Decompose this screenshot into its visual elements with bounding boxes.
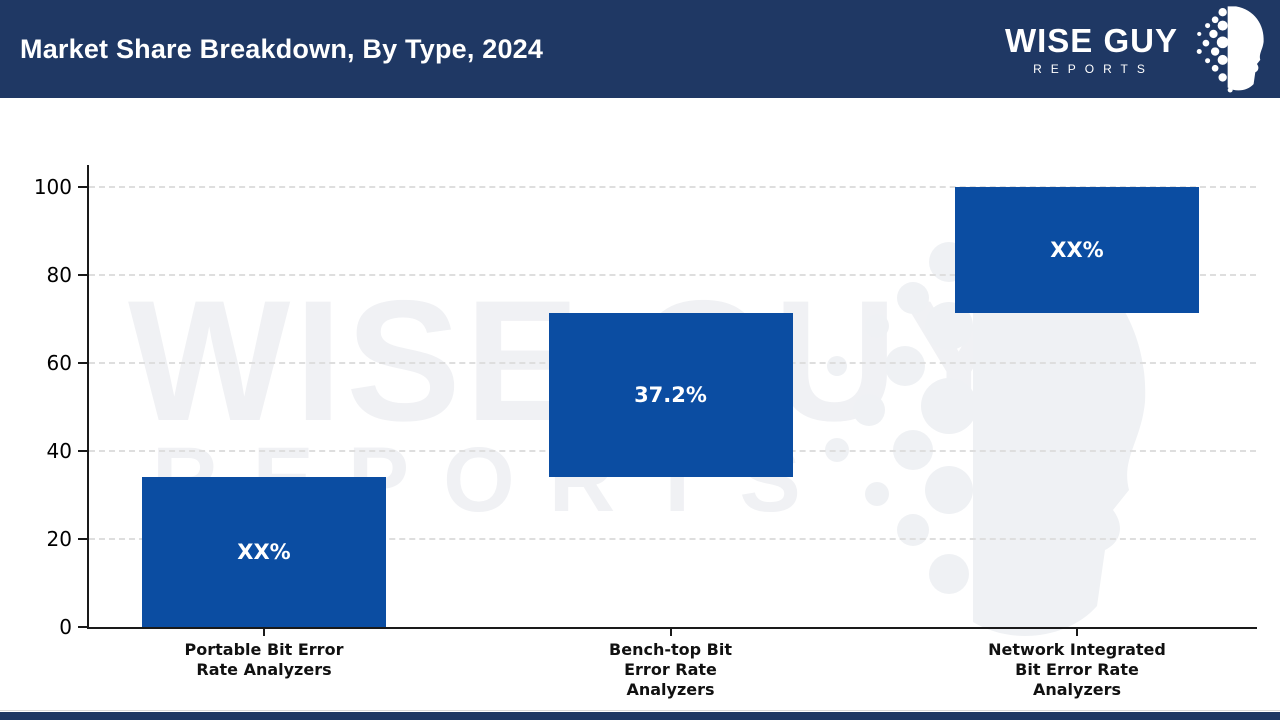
bar-value-label: 37.2%	[634, 383, 707, 408]
x-axis-category-label: Bench-top Bit Error Rate Analyzers	[609, 640, 732, 699]
watermark-face-icon	[825, 234, 1146, 636]
header: Market Share Breakdown, By Type, 2024 WI…	[0, 0, 1280, 98]
x-axis-category-label: Portable Bit Error Rate Analyzers	[184, 640, 344, 679]
x-axis-tick	[1076, 629, 1078, 636]
dotted-face-icon	[1196, 6, 1264, 93]
y-axis-tick	[78, 538, 87, 540]
y-axis-tick	[78, 186, 87, 188]
y-axis-tick	[78, 362, 87, 364]
bar-value-label: XX%	[1050, 238, 1104, 263]
page-title: Market Share Breakdown, By Type, 2024	[20, 33, 544, 64]
y-axis-tick-label: 40	[46, 439, 72, 463]
logo-wordmark: WISE GUY	[1004, 21, 1178, 59]
x-axis-tick	[669, 629, 672, 636]
gridline	[89, 538, 1256, 540]
gridline	[89, 274, 1256, 276]
gridline	[89, 186, 1256, 188]
y-axis-tick-label: 60	[46, 351, 72, 375]
logo-subtitle: REPORTS	[1033, 61, 1154, 76]
bar: XX%	[142, 476, 386, 627]
footer-divider	[0, 710, 1280, 711]
y-axis-tick	[78, 274, 87, 276]
x-axis-spine	[87, 627, 1257, 629]
y-axis-spine	[87, 165, 89, 629]
x-axis-category-label: Network Integrated Bit Error Rate Analyz…	[988, 640, 1166, 699]
wiseguy-logo: WISE GUY REPORTS	[1005, 3, 1280, 95]
y-axis-tick-label: 0	[59, 615, 72, 639]
bar: 37.2%	[548, 313, 793, 477]
y-axis-tick	[78, 450, 87, 452]
x-axis-tick	[263, 629, 265, 636]
footer-bar	[0, 712, 1280, 720]
bar: XX%	[955, 187, 1199, 314]
y-axis-tick	[78, 626, 87, 628]
y-axis-tick-label: 100	[33, 175, 72, 199]
bar-value-label: XX%	[237, 539, 291, 564]
y-axis-tick-label: 20	[46, 527, 72, 551]
y-axis-tick-label: 80	[46, 263, 72, 287]
